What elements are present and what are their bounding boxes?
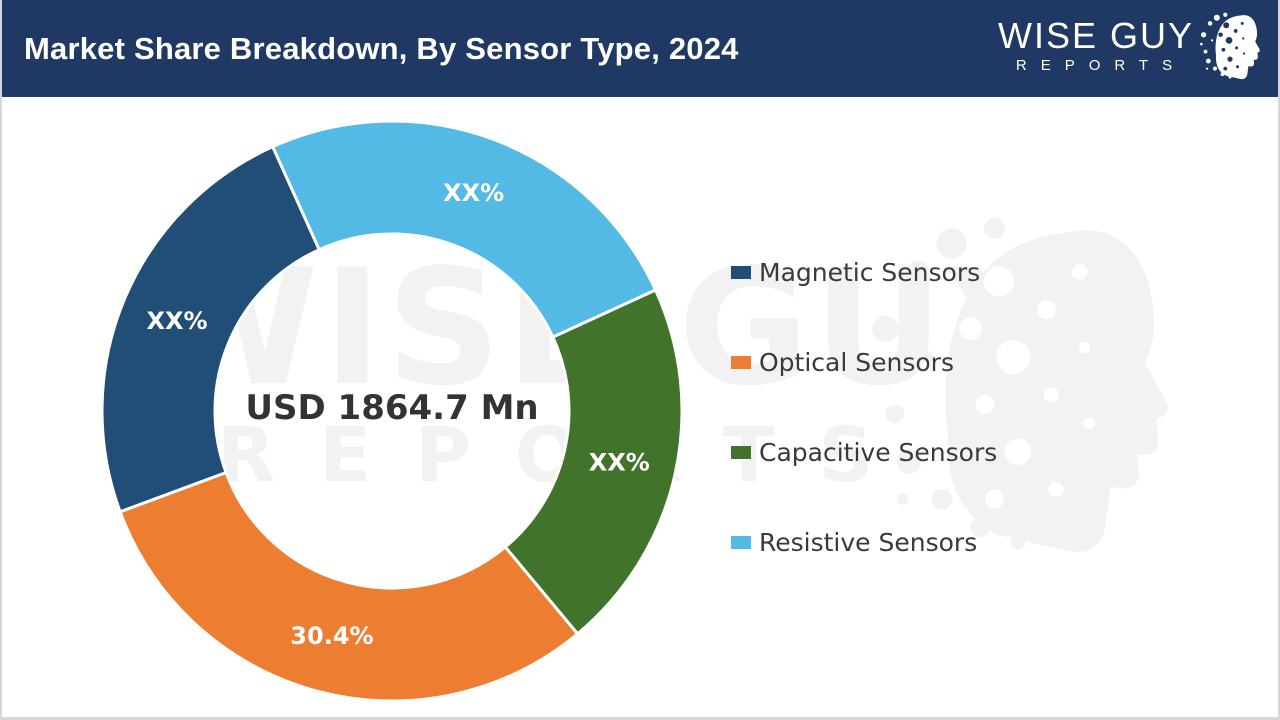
background-watermark-text-reports: REPORTS [142,412,962,498]
legend-label: Capacitive Sensors [759,437,998,467]
legend-swatch-magnetic [731,265,751,279]
wiseguy-head-icon [1198,12,1262,80]
logo-text: WISE GUY REPORTS [998,16,1194,76]
wiseguy-reports-logo: WISE GUY REPORTS [998,12,1262,80]
legend-swatch-capacitive [731,445,751,459]
slice-percent-label: XX% [146,307,207,335]
chart-center-value: USD 1864.7 Mn [245,388,539,428]
slice-percent-label: XX% [589,449,650,477]
slice-percent-label: 30.4% [290,622,373,650]
logo-subtitle: REPORTS [1015,57,1187,74]
donut-segment-magnetic-sensors [100,144,322,514]
legend-label: Magnetic Sensors [759,257,981,287]
donut-segment-optical-sensors [118,470,580,703]
logo-wordmark: WISE GUY [997,15,1194,56]
legend-swatch-optical [731,355,751,369]
legend-item-capacitive-sensors: Capacitive Sensors [731,432,997,472]
legend-swatch-resistive [731,535,751,549]
legend-item-resistive-sensors: Resistive Sensors [731,522,997,562]
legend-label: Optical Sensors [759,347,954,377]
header-bar: Market Share Breakdown, By Sensor Type, … [2,0,1278,97]
page-title: Market Share Breakdown, By Sensor Type, … [24,31,739,66]
donut-segment-resistive-sensors [270,119,658,340]
donut-segment-capacitive-sensors [503,288,684,636]
legend-item-magnetic-sensors: Magnetic Sensors [731,252,997,292]
legend-label: Resistive Sensors [759,527,978,557]
legend-item-optical-sensors: Optical Sensors [731,342,997,382]
chart-legend: Magnetic Sensors Optical Sensors Capacit… [731,252,997,612]
slice-percent-label: XX% [443,179,504,207]
